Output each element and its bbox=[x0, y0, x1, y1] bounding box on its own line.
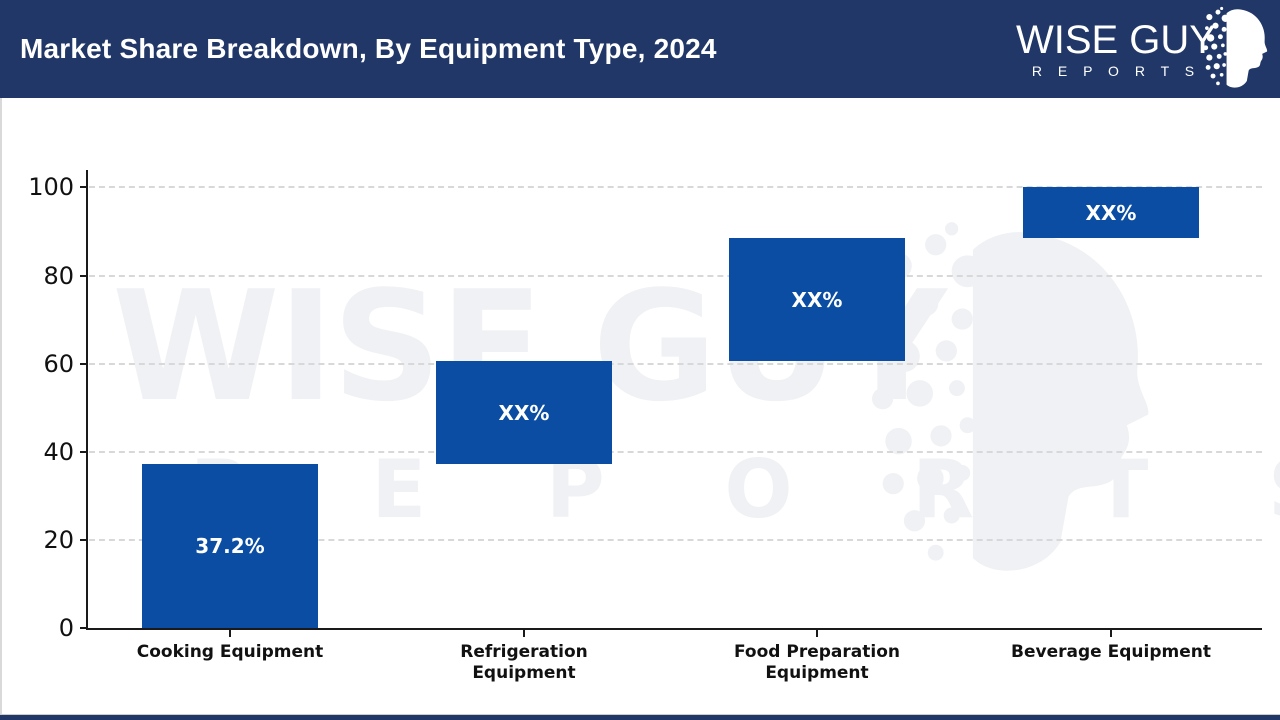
bar-value-label-beverage-equipment: XX% bbox=[1085, 200, 1137, 225]
x-tick-food-preparation-equipment bbox=[816, 630, 818, 637]
y-tick-40 bbox=[80, 450, 87, 453]
x-axis-label-line: Cooking Equipment bbox=[136, 642, 324, 662]
bar-cooking-equipment: 37.2% bbox=[142, 464, 318, 628]
y-tick-20 bbox=[80, 538, 87, 541]
footer-bar bbox=[0, 715, 1280, 720]
x-axis-label-cooking-equipment: Cooking Equipment bbox=[80, 642, 380, 663]
y-tick-label-0: 0 bbox=[58, 614, 74, 642]
x-tick-beverage-equipment bbox=[1110, 630, 1112, 637]
chart-area: WISE GUY R E P O R T S 0 20 40 60 80 100 37.2%… bbox=[0, 98, 1280, 714]
logo-text: WISE GUY R E P O R T S bbox=[1016, 20, 1216, 79]
x-tick-cooking-equipment bbox=[229, 630, 231, 637]
bar-value-label-refrigeration-equipment: XX% bbox=[498, 400, 550, 425]
y-axis-line bbox=[86, 170, 88, 630]
bar-food-preparation-equipment: XX% bbox=[729, 238, 905, 362]
left-edge-divider bbox=[0, 98, 2, 714]
y-tick-100 bbox=[80, 186, 87, 189]
bar-beverage-equipment: XX% bbox=[1023, 187, 1199, 239]
gridline-20 bbox=[89, 538, 1262, 541]
x-axis-label-refrigeration-equipment: Refrigeration Equipment bbox=[374, 642, 674, 684]
y-tick-label-20: 20 bbox=[43, 525, 74, 554]
y-tick-label-80: 80 bbox=[43, 261, 74, 290]
x-tick-refrigeration-equipment bbox=[523, 630, 525, 637]
wise-guy-reports-logo: WISE GUY R E P O R T S bbox=[1016, 6, 1272, 92]
x-axis-label-line: Refrigeration bbox=[460, 642, 588, 662]
logo-head-icon bbox=[1203, 6, 1268, 88]
x-axis-label-beverage-equipment: Beverage Equipment bbox=[961, 642, 1261, 663]
page-title: Market Share Breakdown, By Equipment Typ… bbox=[20, 33, 717, 64]
x-axis-line bbox=[86, 628, 1262, 630]
bar-value-label-food-preparation-equipment: XX% bbox=[791, 287, 843, 312]
gridline-80 bbox=[89, 274, 1262, 277]
y-tick-0 bbox=[80, 627, 87, 629]
logo-wordmark: WISE GUY bbox=[1015, 17, 1216, 62]
bar-value-label-cooking-equipment: 37.2% bbox=[195, 534, 265, 559]
y-tick-label-40: 40 bbox=[43, 437, 74, 466]
gridline-60 bbox=[89, 362, 1262, 365]
y-tick-label-100: 100 bbox=[28, 173, 74, 202]
x-axis-label-line: Beverage Equipment bbox=[1011, 642, 1211, 662]
gridline-100 bbox=[89, 186, 1262, 189]
y-tick-label-60: 60 bbox=[43, 349, 74, 378]
x-axis-label-line: Equipment bbox=[765, 663, 869, 683]
x-axis-label-food-preparation-equipment: Food Preparation Equipment bbox=[667, 642, 967, 684]
y-tick-60 bbox=[80, 362, 87, 365]
y-tick-80 bbox=[80, 274, 87, 277]
bar-refrigeration-equipment: XX% bbox=[436, 361, 612, 465]
header-banner: Market Share Breakdown, By Equipment Typ… bbox=[0, 0, 1280, 98]
bottom-divider bbox=[0, 714, 1280, 715]
x-axis-label-line: Equipment bbox=[472, 663, 576, 683]
logo-subtitle: R E P O R T S bbox=[1031, 62, 1201, 79]
x-axis-label-line: Food Preparation bbox=[734, 642, 900, 662]
gridline-40 bbox=[89, 450, 1262, 453]
